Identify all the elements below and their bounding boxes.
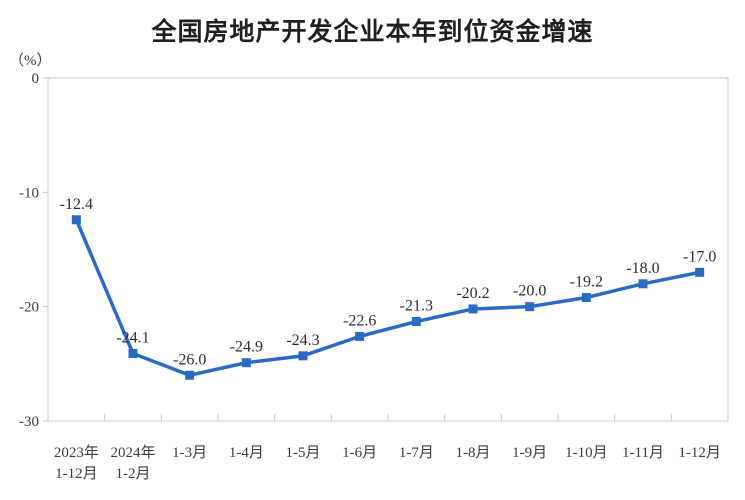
chart-title: 全国房地产开发企业本年到位资金增速 [151,18,594,46]
data-point-marker [695,267,705,277]
x-axis-label: 1-8月 [456,445,491,461]
y-axis-tick-label: -20 [19,300,39,316]
data-point-marker [525,302,535,312]
trend-line [74,218,702,378]
data-point-label: -20.2 [456,285,489,302]
data-point-label: -24.3 [286,332,319,349]
y-axis-unit-label: （%） [9,53,52,69]
data-point-label: -21.3 [400,298,433,315]
x-axis-label: 1-7月 [399,445,434,461]
data-point-marker [71,215,81,225]
x-axis-label: 1-9月 [512,445,547,461]
x-axis-label: 2023年 [54,444,99,461]
x-axis-label: 1-5月 [286,445,321,461]
data-point-marker [241,358,251,368]
data-point-label: -17.0 [683,248,716,265]
data-point-marker [411,317,421,327]
x-axis-label: 1-2月 [116,466,151,482]
plot-border [47,77,729,422]
data-point-marker [128,349,138,359]
data-point-marker [468,304,478,314]
x-axis-label: 1-4月 [229,445,264,461]
x-axis-label: 1-12月 [55,466,98,482]
data-point-label: -22.6 [343,312,376,329]
data-point-label: -20.0 [513,283,546,300]
data-point-marker [355,331,365,341]
data-point-marker [581,293,591,303]
x-axis-label: 1-11月 [622,445,664,461]
x-axis-label: 1-3月 [172,445,207,461]
data-point-label: -19.2 [570,274,603,291]
data-point-label: -24.1 [116,330,149,347]
x-axis-label: 2024年 [110,444,155,461]
data-point-marker [185,370,195,380]
y-axis-tick-label: -30 [19,414,39,430]
data-point-label: -24.9 [230,339,263,356]
x-axis-label: 1-12月 [678,445,721,461]
data-point-marker [638,279,648,289]
y-axis-tick-label: 0 [32,71,40,87]
y-axis-tick-label: -10 [19,185,39,201]
data-point-label: -26.0 [173,351,206,368]
data-point-marker [298,351,308,361]
data-point-label: -18.0 [626,260,659,277]
x-axis-label: 1-6月 [342,445,377,461]
data-point-label: -12.4 [60,196,93,213]
x-axis-label: 1-10月 [565,445,608,461]
